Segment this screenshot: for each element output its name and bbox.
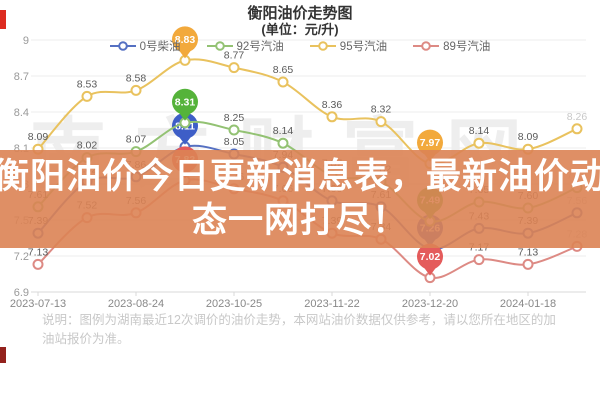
balloon-tail — [179, 112, 191, 121]
data-point — [522, 258, 534, 270]
chart-title: 衡阳油价走势图 — [247, 5, 353, 22]
balloon-value-label: 7.02 — [420, 251, 441, 263]
data-point — [228, 62, 240, 74]
x-axis-date-label: 2023-12-20 — [402, 298, 458, 310]
value-label: 8.09 — [518, 131, 539, 143]
value-label: 8.77 — [224, 50, 245, 62]
data-point — [277, 137, 289, 149]
value-label: 8.25 — [224, 112, 245, 124]
minmax-balloon — [417, 243, 443, 270]
balloon-tail — [179, 136, 191, 145]
legend-item-2: 95号汽油 — [309, 38, 388, 54]
value-label: 8.65 — [273, 64, 294, 76]
chart-unit-subtitle: (单位：元/升) — [261, 22, 339, 37]
minmax-balloon — [172, 26, 198, 53]
data-point — [228, 124, 240, 136]
x-axis-date-label: 2023-10-25 — [206, 298, 262, 310]
value-label: 8.58 — [126, 72, 147, 84]
y-axis-tick-label: 7.2 — [14, 251, 29, 263]
data-point — [32, 258, 44, 270]
x-axis-date-label: 2023-11-22 — [304, 298, 359, 310]
x-axis-date-label: 2023-08-24 — [108, 298, 164, 310]
value-label: 8.36 — [322, 99, 343, 111]
minmax-balloon — [417, 129, 443, 156]
value-label: 7.13 — [28, 246, 49, 258]
legend-label: 0号柴油 — [139, 41, 181, 53]
left-edge-accent-bottom — [0, 347, 6, 363]
disclaimer-note: 说明：图例为湖南最近12次调价的油价走势，本网站油价数据仅供参考，请以您所在地区… — [42, 313, 556, 346]
legend-label: 92号汽油 — [236, 41, 284, 53]
value-label: 8.02 — [77, 140, 98, 152]
data-point — [81, 90, 93, 102]
legend-item-0: 0号柴油 — [109, 38, 181, 54]
left-edge-accent-top — [0, 10, 6, 29]
legend-item-3: 89号汽油 — [413, 38, 490, 54]
legend-label: 95号汽油 — [339, 41, 388, 53]
value-label: 8.14 — [469, 125, 490, 137]
y-axis-tick-label: 8.7 — [14, 71, 29, 83]
legend-label: 89号汽油 — [443, 41, 491, 53]
y-axis-tick-label: 6.9 — [14, 287, 29, 299]
data-point — [571, 123, 583, 135]
x-axis-date-label: 2024-01-18 — [500, 298, 556, 310]
balloon-value-label: 8.31 — [175, 96, 196, 108]
value-label: 8.07 — [126, 134, 147, 146]
value-label: 8.14 — [273, 125, 294, 137]
legend-marker-icon — [413, 41, 440, 51]
balloon-value-label: 8.83 — [175, 34, 196, 46]
data-point — [473, 254, 485, 266]
data-point — [473, 137, 485, 149]
legend-marker-icon — [309, 41, 336, 51]
value-label: 8.05 — [224, 136, 245, 148]
x-axis-date-label: 2023-07-13 — [10, 298, 66, 310]
chart-legend: 0号柴油 92号汽油 95号汽油 89号汽油 — [0, 38, 600, 54]
banner-headline-line2: 态一网打尽！ — [191, 201, 408, 240]
value-label: 8.53 — [77, 78, 98, 90]
value-label: 8.32 — [371, 104, 392, 116]
y-axis-tick-label: 9 — [23, 35, 29, 47]
legend-item-1: 92号汽油 — [206, 38, 284, 54]
promo-banner-overlay: 衡阳油价今日更新消息表，最新油价动 态一网打尽！ — [0, 150, 600, 248]
banner-headline-line1: 衡阳油价今日更新消息表，最新油价动 — [0, 157, 600, 196]
data-point — [277, 76, 289, 88]
chart-title-block: 衡阳油价走势图 (单位：元/升) — [0, 5, 600, 37]
data-point — [326, 111, 338, 123]
minmax-balloon — [172, 88, 198, 115]
balloon-value-label: 7.97 — [420, 137, 441, 149]
balloon-tail — [179, 50, 191, 59]
y-axis-tick-label: 8.4 — [14, 107, 29, 119]
balloon-tail — [424, 267, 436, 276]
legend-marker-icon — [109, 41, 136, 51]
data-point — [130, 84, 142, 96]
value-label: 8.09 — [28, 131, 49, 143]
legend-marker-icon — [206, 41, 233, 51]
value-label: 7.13 — [518, 246, 539, 258]
data-point — [375, 116, 387, 128]
value-label: 8.26 — [567, 111, 588, 123]
